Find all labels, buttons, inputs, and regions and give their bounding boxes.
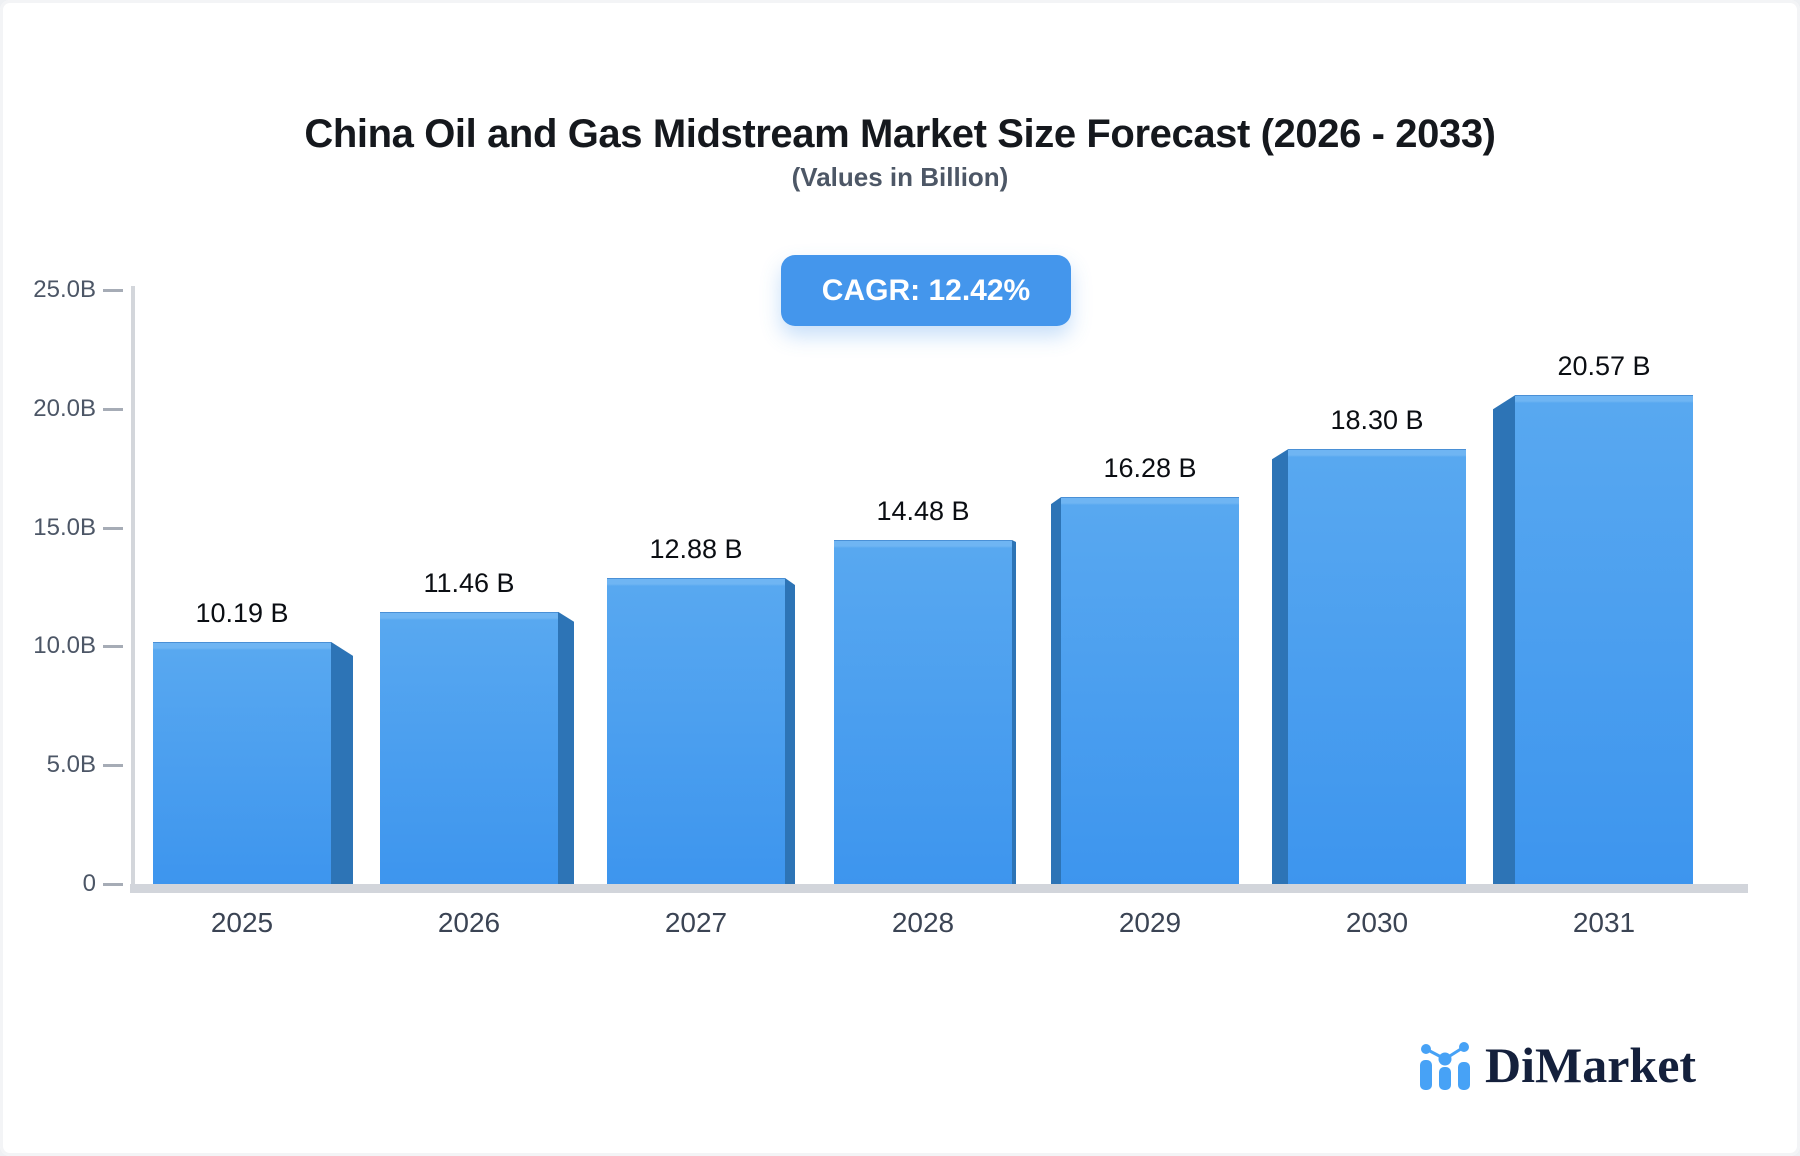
y-tick-0: [103, 289, 123, 292]
chart-title: China Oil and Gas Midstream Market Size …: [304, 112, 1496, 156]
bar-value-2028: 14.48 B: [876, 495, 970, 526]
y-tick-label-5: 0: [82, 870, 96, 897]
bar-side-2029: [1051, 497, 1061, 884]
bar-side-2028: [1012, 539, 1016, 884]
bar-value-2026: 11.46 B: [423, 567, 515, 598]
y-tick-1: [103, 407, 123, 411]
x-label-2025: 2025: [210, 907, 274, 938]
y-tick-label-2: 15.0B: [33, 513, 96, 541]
bar-value-2027: 12.88 B: [649, 533, 743, 564]
y-tick-label-0: 25.0B: [33, 276, 96, 303]
bar-2030[interactable]: [1288, 449, 1466, 885]
bar-2031[interactable]: [1515, 395, 1693, 885]
y-tick-4: [103, 764, 123, 768]
bar-side-2025: [331, 641, 353, 884]
bar-side-2031: [1493, 395, 1515, 884]
y-tick-3: [103, 645, 123, 649]
bar-2029[interactable]: [1061, 497, 1239, 885]
bar-value-2030: 18.30 B: [1330, 405, 1424, 436]
y-axis-line: [131, 286, 135, 884]
brand-logo: DiMarket: [1418, 1040, 1696, 1090]
x-label-2031: 2031: [1572, 907, 1636, 938]
bar-value-2029: 16.28 B: [1103, 453, 1197, 484]
bar-side-2027: [785, 577, 795, 884]
brand-logo-text: DiMarket: [1485, 1037, 1697, 1093]
x-baseline: [130, 884, 1748, 893]
bar-2027[interactable]: [607, 577, 785, 885]
x-label-2027: 2027: [664, 907, 728, 938]
bar-value-2025: 10.19 B: [195, 597, 289, 628]
x-label-2026: 2026: [437, 907, 501, 938]
dimarket-chart-icon: [1420, 1042, 1470, 1090]
bar-2026[interactable]: [380, 611, 558, 885]
bar-2028[interactable]: [834, 539, 1012, 885]
y-tick-2: [103, 526, 123, 530]
x-label-2028: 2028: [891, 907, 955, 938]
bar-value-2031: 20.57 B: [1557, 351, 1651, 382]
y-tick-label-4: 5.0B: [46, 751, 96, 779]
y-tick-5: [103, 883, 123, 886]
x-label-2030: 2030: [1345, 907, 1409, 938]
bar-2025[interactable]: [153, 641, 331, 885]
bar-side-2030: [1272, 449, 1288, 884]
bar-side-2026: [558, 611, 574, 884]
x-label-2029: 2029: [1118, 907, 1182, 938]
cagr-badge: CAGR: 12.42%: [781, 255, 1071, 326]
y-tick-label-3: 10.0B: [33, 632, 96, 660]
chart-subtitle: (Values in Billion): [791, 162, 1009, 192]
y-tick-label-1: 20.0B: [33, 394, 96, 422]
